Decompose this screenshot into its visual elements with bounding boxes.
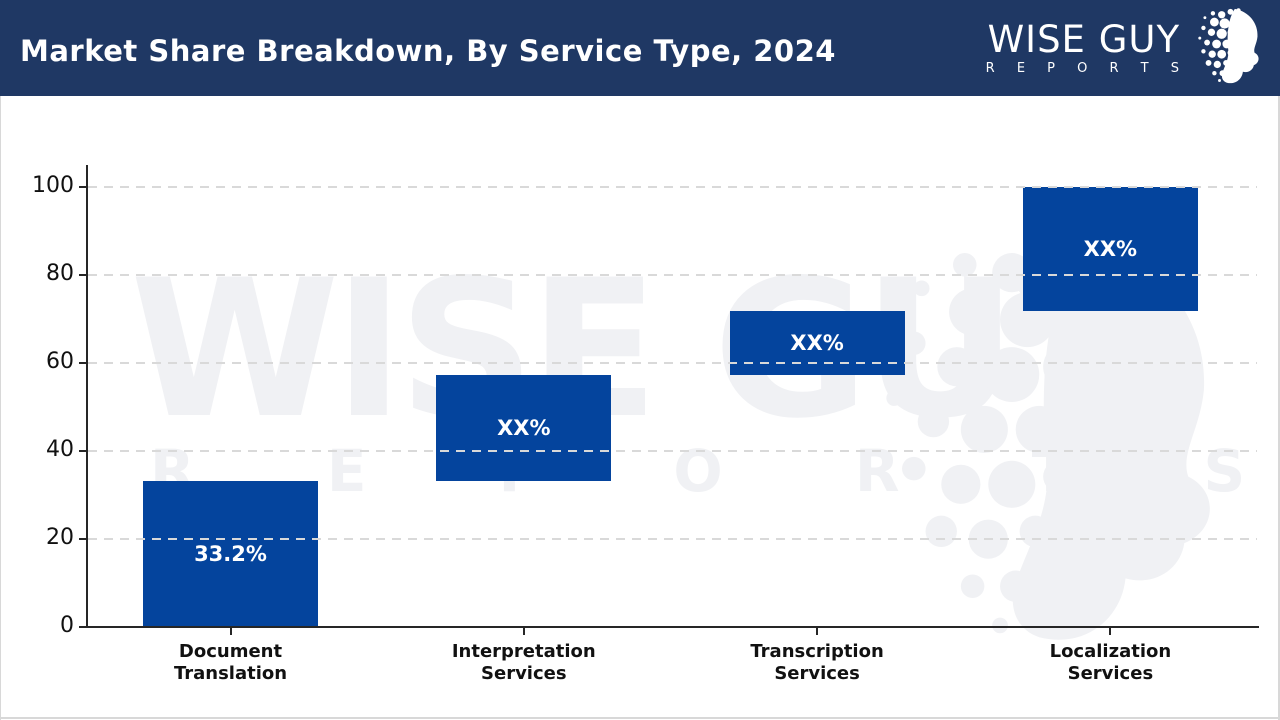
y-tick-label-0: 0: [60, 613, 74, 638]
bar-value-label-transcription-services: XX%: [790, 330, 844, 355]
watermark-face-icon: [886, 237, 1210, 640]
x-axis-line: [86, 626, 1259, 628]
bar-value-label-interpretation-services: XX%: [497, 415, 551, 440]
bar-transcription-services: [729, 311, 905, 375]
x-tick-label-transcription-services: Transcription Services: [750, 641, 884, 684]
gridline-40: [88, 450, 1257, 452]
y-tick-label-100: 100: [32, 173, 74, 198]
gridline-80: [88, 274, 1257, 276]
y-tick-label-80: 80: [46, 261, 74, 286]
logo-reports-label: R E P O R T S: [985, 60, 1188, 76]
y-tick-label-20: 20: [46, 525, 74, 550]
gridline-60: [88, 362, 1257, 364]
x-tick-localization-services: [1109, 628, 1112, 635]
y-tick-20: [79, 538, 86, 540]
frame-right: [1278, 96, 1280, 720]
y-axis-line: [86, 165, 88, 628]
y-tick-80: [79, 274, 86, 276]
x-tick-document-translation: [229, 628, 232, 635]
y-tick-label-40: 40: [46, 437, 74, 462]
x-tick-label-document-translation: Document Translation: [173, 641, 288, 684]
bar-interpretation-services: [436, 374, 612, 481]
logo-wiseguy-label: WISE GUY: [987, 18, 1181, 62]
gridline-100: [88, 186, 1257, 188]
bar-value-label-document-translation: 33.2%: [194, 541, 267, 566]
y-tick-40: [79, 450, 86, 452]
page-title: Market Share Breakdown, By Service Type,…: [20, 34, 836, 68]
y-tick-60: [79, 362, 86, 364]
gridline-20: [88, 538, 1257, 540]
y-tick-0: [79, 626, 86, 628]
x-tick-transcription-services: [816, 628, 819, 635]
x-tick-label-localization-services: Localization Services: [1049, 641, 1172, 684]
wise-guy-logo: WISE GUY R E P O R T S: [980, 6, 1266, 90]
frame-left: [0, 96, 1, 720]
header-bar: Market Share Breakdown, By Service Type,…: [0, 0, 1280, 96]
bar-localization-services: [1022, 187, 1198, 312]
logo-text: WISE GUY R E P O R T S: [980, 18, 1188, 76]
bar-document-translation: [143, 480, 318, 627]
x-tick-interpretation-services: [522, 628, 525, 635]
y-tick-100: [79, 186, 86, 188]
frame-bottom: [0, 717, 1280, 719]
y-tick-label-60: 60: [46, 349, 74, 374]
bar-value-label-localization-services: XX%: [1083, 237, 1138, 262]
x-tick-label-interpretation-services: Interpretation Services: [451, 641, 596, 684]
logo-face-icon: [1198, 8, 1259, 84]
